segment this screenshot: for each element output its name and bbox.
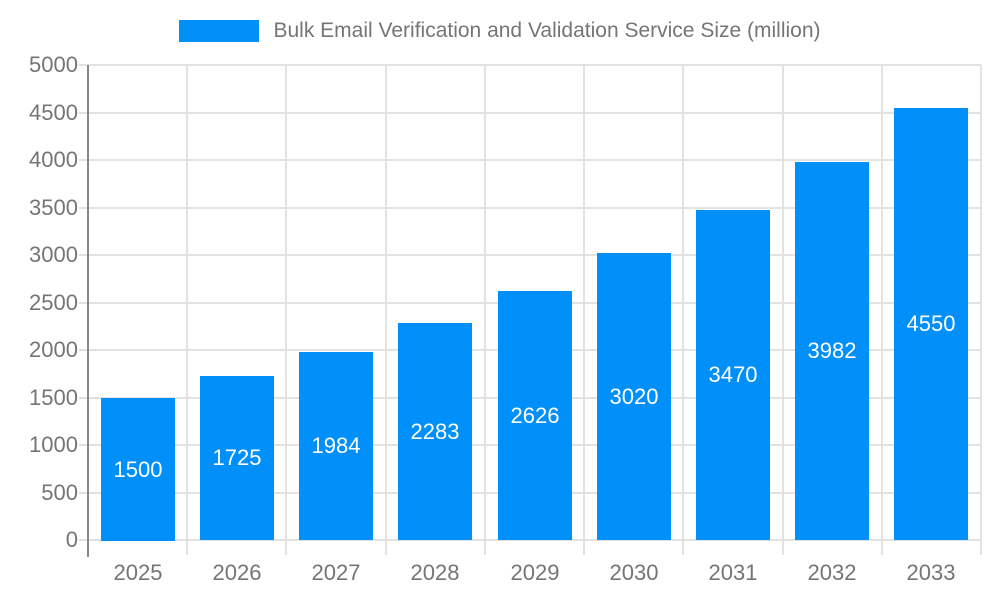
gridline-vertical	[881, 65, 883, 540]
y-axis-tick	[79, 112, 88, 114]
y-axis-label: 0	[65, 527, 78, 552]
chart-legend: Bulk Email Verification and Validation S…	[0, 17, 1000, 45]
x-axis-tick	[583, 540, 585, 555]
gridline-vertical	[583, 65, 585, 540]
y-axis-label: 4500	[29, 100, 78, 125]
x-axis-tick	[881, 540, 883, 555]
y-axis-label: 3000	[29, 242, 78, 267]
y-axis-label: 2500	[29, 290, 78, 315]
bar-2030[interactable]: 3020	[597, 253, 671, 540]
x-axis-label: 2030	[609, 560, 659, 585]
gridline-vertical	[682, 65, 684, 540]
y-axis-label: 4000	[29, 147, 78, 172]
bar-value-label: 3982	[807, 338, 857, 363]
bar-value-label: 1500	[113, 456, 163, 482]
gridline-vertical	[484, 65, 486, 540]
x-axis-label: 2027	[311, 560, 361, 585]
x-axis-tick	[782, 540, 784, 555]
x-axis-tick	[484, 540, 486, 555]
x-axis-tick	[186, 540, 188, 555]
y-axis-tick	[79, 444, 88, 446]
x-axis-tick	[980, 540, 982, 555]
y-axis-line	[87, 65, 89, 557]
y-axis-label: 5000	[29, 52, 78, 77]
gridline-horizontal	[88, 539, 981, 541]
x-axis-label: 2032	[807, 560, 857, 585]
y-axis-label: 1500	[29, 385, 78, 410]
legend-swatch	[179, 20, 260, 42]
bar-value-label: 1725	[212, 445, 262, 470]
x-axis-tick	[385, 540, 387, 555]
bar-value-label: 2283	[410, 418, 460, 444]
y-axis-tick	[79, 397, 88, 399]
bar-value-label: 3020	[609, 383, 659, 409]
y-axis-label: 1000	[29, 432, 78, 457]
gridline-vertical	[186, 65, 188, 540]
y-axis-label: 2000	[29, 337, 78, 362]
x-axis-label: 2029	[510, 560, 560, 585]
gridline-vertical	[980, 65, 982, 540]
gridline-horizontal	[88, 112, 981, 114]
gridline-horizontal	[88, 207, 981, 209]
y-axis-tick	[79, 254, 88, 256]
x-axis-label: 2028	[410, 560, 460, 585]
y-axis-tick	[79, 539, 88, 541]
bar-2025[interactable]: 1500	[101, 398, 175, 541]
bar-2029[interactable]: 2626	[498, 291, 572, 540]
gridline-horizontal	[88, 64, 981, 66]
x-axis-label: 2033	[906, 560, 956, 585]
bar-2031[interactable]: 3470	[696, 210, 770, 540]
gridline-vertical	[285, 65, 287, 540]
y-axis-tick	[79, 349, 88, 351]
y-axis-tick	[79, 302, 88, 304]
bar-2028[interactable]: 2283	[398, 323, 472, 540]
x-axis-label: 2026	[212, 560, 262, 585]
bar-value-label: 1984	[311, 433, 361, 458]
x-axis-tick	[682, 540, 684, 555]
bar-value-label: 4550	[906, 311, 956, 336]
y-axis-tick	[79, 159, 88, 161]
x-axis-label: 2025	[113, 560, 163, 585]
y-axis-tick	[79, 207, 88, 209]
y-axis-label: 500	[41, 480, 78, 505]
gridline-vertical	[385, 65, 387, 540]
y-axis-tick	[79, 64, 88, 66]
bar-2032[interactable]: 3982	[795, 162, 869, 540]
gridline-vertical	[782, 65, 784, 540]
gridline-horizontal	[88, 254, 981, 256]
y-axis-tick	[79, 492, 88, 494]
legend-label: Bulk Email Verification and Validation S…	[273, 19, 821, 42]
gridline-horizontal	[88, 159, 981, 161]
bar-2027[interactable]: 1984	[299, 352, 373, 540]
x-axis-tick	[285, 540, 287, 555]
bar-2033[interactable]: 4550	[894, 108, 968, 540]
y-axis-label: 3500	[29, 195, 78, 220]
bar-value-label: 2626	[510, 402, 560, 428]
bar-value-label: 3470	[708, 362, 758, 387]
bar-2026[interactable]: 1725	[200, 376, 274, 540]
x-axis-label: 2031	[708, 560, 758, 585]
